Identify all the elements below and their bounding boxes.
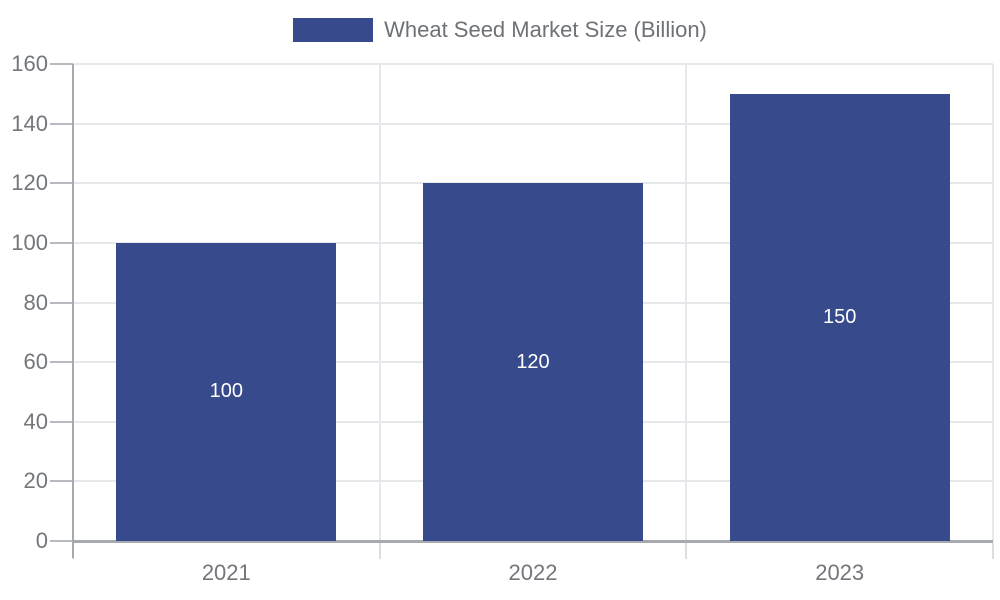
y-axis-tick-label: 100 (11, 229, 48, 255)
x-axis-tick-label: 2023 (815, 560, 865, 585)
x-axis-tick (685, 543, 688, 559)
gridline-vertical (685, 64, 688, 541)
bar-value-label: 100 (209, 380, 243, 403)
legend-swatch (293, 18, 374, 42)
bar-value-label: 120 (516, 350, 550, 373)
gridline-horizontal (73, 63, 993, 65)
y-axis-tick-label: 80 (23, 289, 48, 315)
legend-label: Wheat Seed Market Size (Billion) (384, 17, 707, 42)
x-axis-tick-label: 2021 (201, 560, 251, 585)
y-axis-tick-label: 0 (35, 528, 48, 553)
x-axis-line (72, 540, 993, 543)
gridline-vertical (992, 64, 994, 541)
y-axis-tick (50, 301, 73, 304)
x-axis-tick-label: 2022 (508, 560, 558, 585)
y-axis-tick-label: 160 (11, 51, 48, 76)
y-axis-tick-label: 60 (23, 349, 48, 375)
y-axis-tick-label: 40 (23, 408, 48, 434)
y-axis-tick-label: 120 (11, 170, 48, 196)
y-axis-tick-label: 20 (23, 468, 48, 494)
gridline-horizontal (73, 122, 993, 125)
y-axis-tick (50, 540, 73, 542)
x-axis-tick (378, 543, 381, 559)
legend[interactable]: Wheat Seed Market Size (Billion) (0, 17, 1000, 43)
x-axis-tick (992, 543, 994, 559)
y-axis-tick (50, 182, 73, 185)
y-axis-tick (50, 241, 73, 244)
y-axis-line (72, 64, 74, 558)
y-axis-tick (50, 63, 73, 65)
bar-2023: 150 (729, 93, 950, 541)
y-axis-tick (50, 122, 73, 125)
bar-2021: 100 (116, 242, 337, 541)
bar-2022: 120 (423, 183, 643, 542)
y-axis-tick-label: 140 (11, 110, 48, 136)
y-axis-tick (50, 361, 73, 364)
bar-value-label: 150 (823, 305, 857, 328)
gridline-vertical (378, 64, 381, 541)
y-axis-tick (50, 480, 73, 483)
y-axis-tick (50, 420, 73, 423)
